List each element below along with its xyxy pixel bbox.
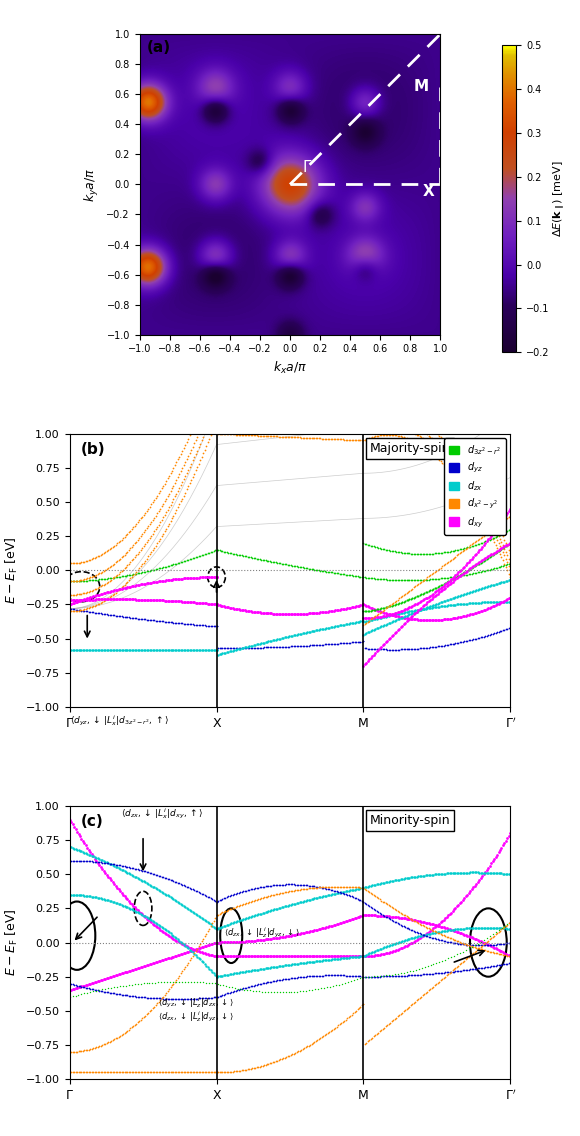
- Text: $\Gamma$: $\Gamma$: [302, 159, 313, 175]
- Y-axis label: $E-E_\mathrm{F}$ [eV]: $E-E_\mathrm{F}$ [eV]: [4, 909, 20, 976]
- Legend: $d_{3z^2-r^2}$, $d_{yz}$, $d_{zx}$, $d_{x^2-y^2}$, $d_{xy}$: $d_{3z^2-r^2}$, $d_{yz}$, $d_{zx}$, $d_{…: [444, 438, 506, 535]
- X-axis label: $k_x a/\pi$: $k_x a/\pi$: [273, 360, 307, 376]
- Text: $\langle d_{zx},\downarrow\, |L_z^i|d_{yz},\downarrow\rangle$: $\langle d_{zx},\downarrow\, |L_z^i|d_{y…: [158, 1009, 234, 1024]
- Text: X: X: [422, 184, 434, 200]
- Text: (b): (b): [81, 442, 105, 457]
- Text: Majority-spin: Majority-spin: [369, 442, 450, 454]
- Text: $\langle d_{zx},\downarrow\, |L_x^i|d_{xy},\uparrow\rangle$: $\langle d_{zx},\downarrow\, |L_x^i|d_{x…: [121, 807, 204, 821]
- Y-axis label: $k_y a/\pi$: $k_y a/\pi$: [83, 167, 101, 201]
- Text: Minority-spin: Minority-spin: [369, 815, 450, 827]
- Text: $\langle d_{yz},\downarrow\, |L_x^i| d_{3z^2-r^2},\uparrow\rangle$: $\langle d_{yz},\downarrow\, |L_x^i| d_{…: [70, 713, 169, 728]
- Text: M: M: [414, 80, 429, 94]
- Text: (a): (a): [147, 40, 171, 56]
- Y-axis label: $\Delta E(\mathbf{k}_{\parallel})$ [meV]: $\Delta E(\mathbf{k}_{\parallel})$ [meV]: [552, 160, 568, 237]
- Y-axis label: $E-E_\mathrm{F}$ [eV]: $E-E_\mathrm{F}$ [eV]: [4, 536, 20, 604]
- Text: $\langle d_{zx},\downarrow\, |L_z^i|d_{yz},\downarrow\rangle$: $\langle d_{zx},\downarrow\, |L_z^i|d_{y…: [224, 926, 300, 941]
- Text: (c): (c): [81, 815, 103, 829]
- Text: $\langle d_{yz},\downarrow\, |L_z^i|d_{zx},\downarrow\rangle$: $\langle d_{yz},\downarrow\, |L_z^i|d_{z…: [158, 995, 234, 1010]
